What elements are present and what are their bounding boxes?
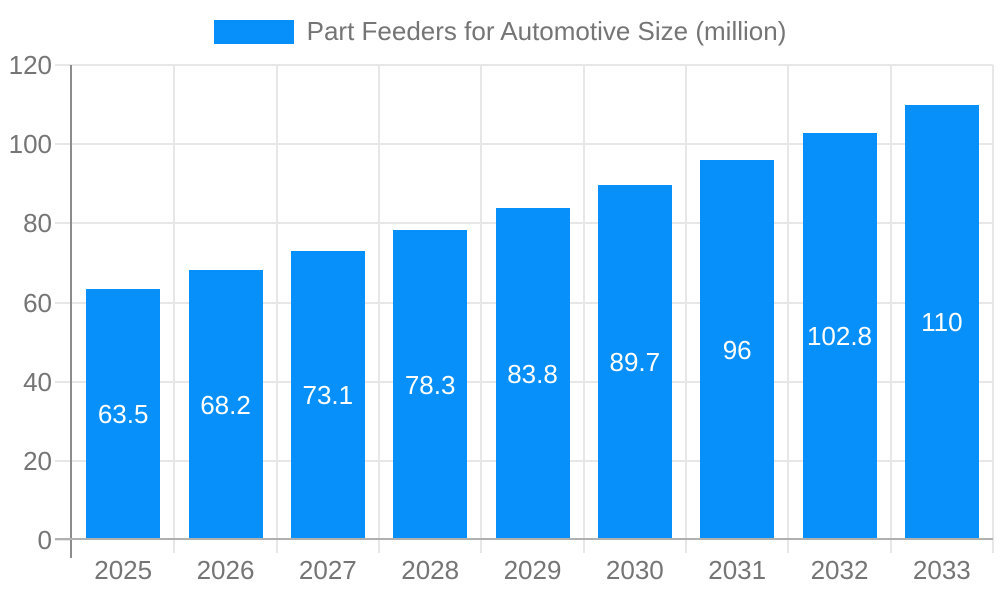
x-tick-9 xyxy=(992,540,994,553)
x-gridline-5 xyxy=(582,65,585,540)
x-tick-label-2028: 2028 xyxy=(401,555,460,585)
y-axis-line xyxy=(70,65,72,558)
x-tick-5 xyxy=(582,540,585,553)
x-gridline-4 xyxy=(480,65,483,540)
x-tick-label-2032: 2032 xyxy=(810,555,869,585)
bar-value-label-2025: 63.5 xyxy=(97,398,149,429)
bar-value-label-2028: 78.3 xyxy=(404,369,456,400)
x-tick-4 xyxy=(480,540,483,553)
y-tick-40 xyxy=(55,380,72,383)
y-tick-20 xyxy=(55,459,72,462)
y-tick-label-120: 120 xyxy=(8,50,52,80)
x-tick-label-2027: 2027 xyxy=(298,555,357,585)
bar-2030: 89.7 xyxy=(597,184,672,540)
x-gridline-2 xyxy=(275,65,278,540)
x-tick-7 xyxy=(787,540,790,553)
bar-2025: 63.5 xyxy=(86,288,161,540)
bar-value-label-2032: 102.8 xyxy=(806,321,873,352)
y-tick-0 xyxy=(55,539,72,541)
bar-2032: 102.8 xyxy=(802,133,877,540)
bar-2029: 83.8 xyxy=(495,208,570,540)
bar-value-label-2026: 68.2 xyxy=(200,389,251,420)
y-tick-80 xyxy=(55,222,72,225)
y-tick-120 xyxy=(55,64,72,66)
x-tick-3 xyxy=(378,540,380,553)
bar-value-label-2033: 110 xyxy=(921,306,963,337)
bar-2028: 78.3 xyxy=(393,230,468,540)
y-tick-100 xyxy=(55,143,72,146)
x-tick-label-2031: 2031 xyxy=(708,555,767,585)
y-tick-60 xyxy=(55,301,72,304)
y-tick-label-100: 100 xyxy=(8,129,52,160)
x-gridline-6 xyxy=(685,65,687,540)
legend: Part Feeders for Automotive Size (millio… xyxy=(0,16,1000,47)
x-tick-8 xyxy=(889,540,892,553)
y-tick-label-60: 60 xyxy=(23,287,52,318)
x-tick-label-2033: 2033 xyxy=(912,555,971,585)
bar-value-label-2027: 73.1 xyxy=(302,379,354,410)
x-tick-6 xyxy=(685,540,687,553)
x-gridline-1 xyxy=(173,65,176,540)
bar-value-label-2031: 96 xyxy=(722,334,752,365)
bar-2031: 96 xyxy=(700,160,775,540)
x-gridline-9 xyxy=(992,65,994,540)
y-tick-label-20: 20 xyxy=(23,445,52,476)
bar-2033: 110 xyxy=(904,104,979,540)
y-gridline-100 xyxy=(72,143,993,146)
x-tick-label-2029: 2029 xyxy=(503,555,562,585)
bar-value-label-2029: 83.8 xyxy=(507,358,558,389)
y-tick-label-80: 80 xyxy=(23,208,52,239)
legend-swatch xyxy=(213,19,294,44)
legend-label: Part Feeders for Automotive Size (millio… xyxy=(306,16,787,46)
x-gridline-3 xyxy=(378,65,380,540)
bar-value-label-2030: 89.7 xyxy=(609,346,661,377)
x-gridline-8 xyxy=(889,65,892,540)
x-tick-1 xyxy=(173,540,176,553)
x-tick-2 xyxy=(275,540,278,553)
x-tick-label-2025: 2025 xyxy=(94,555,153,585)
y-tick-label-40: 40 xyxy=(23,366,52,397)
bar-2026: 68.2 xyxy=(188,270,263,540)
x-tick-label-2030: 2030 xyxy=(605,555,664,585)
y-gridline-120 xyxy=(72,64,993,66)
y-tick-label-0: 0 xyxy=(37,525,52,555)
x-gridline-7 xyxy=(787,65,790,540)
x-axis-baseline xyxy=(55,538,993,540)
x-tick-label-2026: 2026 xyxy=(196,555,255,585)
bar-2027: 73.1 xyxy=(290,250,365,540)
